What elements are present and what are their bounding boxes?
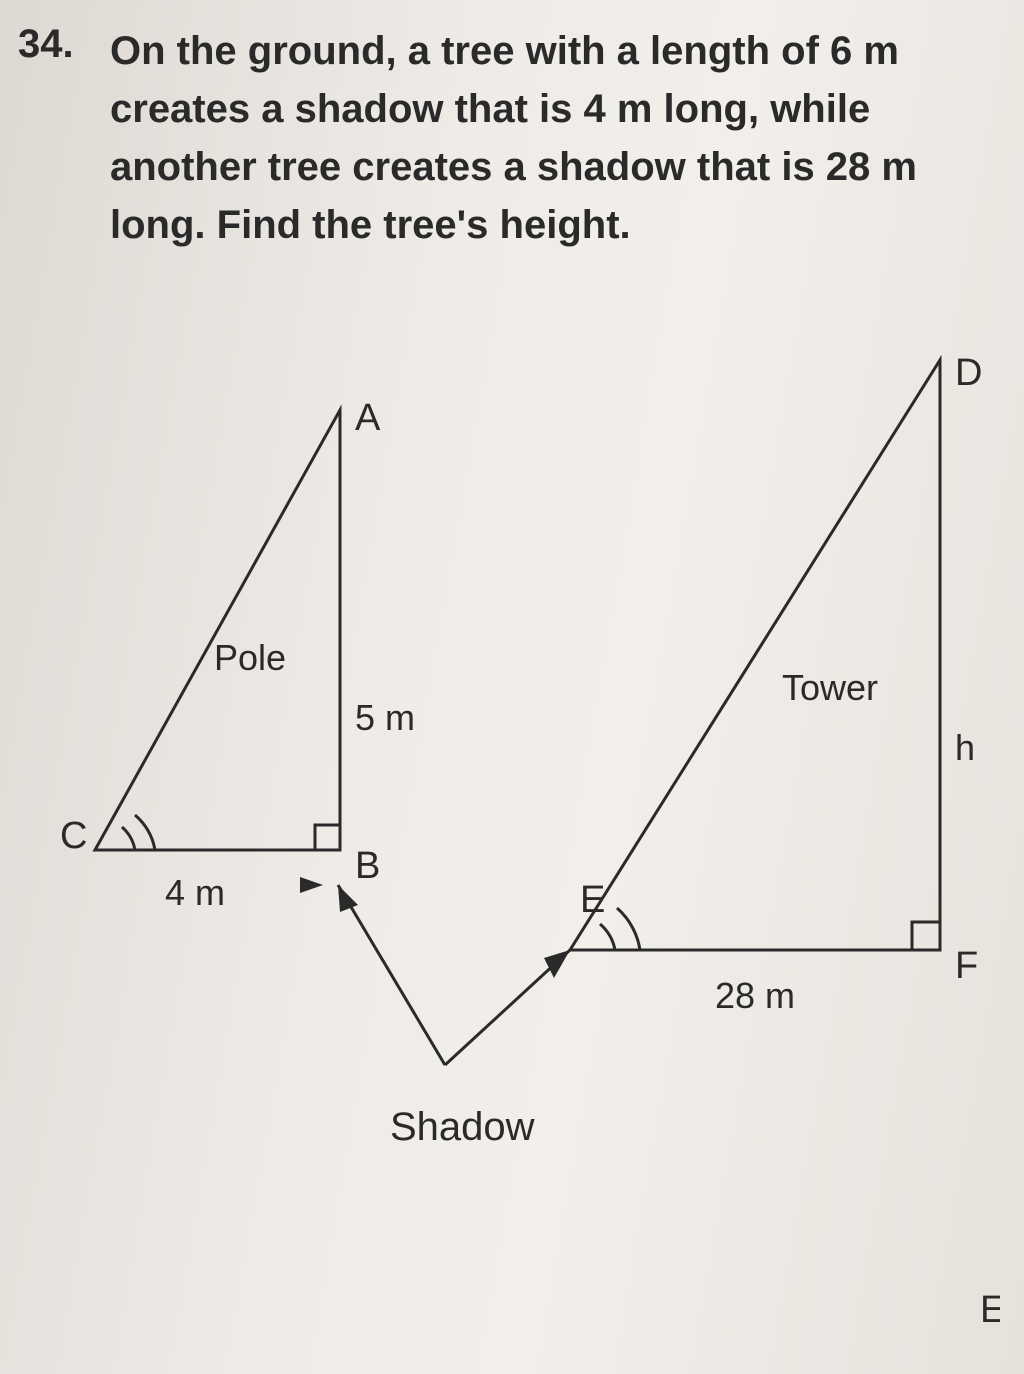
pole-height-value: 5 m [355,697,415,738]
tower-label: Tower [782,667,878,708]
arrowhead-icon [544,950,570,978]
question-line-3: another tree creates a shadow that is 28… [110,145,917,189]
vertex-e-label: E [580,879,605,921]
shadow-connector: Shadow [338,885,570,1149]
arrowhead-icon [338,885,358,912]
pole-base-value: 4 m [165,872,225,913]
side-letter-e: E [980,1289,1000,1331]
question-text: On the ground, a tree with a length of 6… [110,22,1000,254]
diagram-svg: A B C Pole 5 m 4 m D F E Tower h 28 m [40,330,1000,1340]
pole-label: Pole [214,637,286,678]
tower-base-value: 28 m [715,975,795,1016]
triangle-tower: D F E Tower h 28 m [570,352,982,1016]
question-line-1: On the ground, a tree with a length of 6… [110,29,899,73]
question-number: 34. [18,22,74,67]
vertex-d-label: D [955,352,982,394]
question-line-4: long. Find the tree's height. [110,203,631,247]
tower-height-value: h [955,727,975,768]
vertex-a-label: A [355,397,381,439]
arrowhead-icon [300,877,323,893]
shadow-label: Shadow [390,1105,535,1149]
page: 34. On the ground, a tree with a length … [0,0,1024,1374]
question-line-2: creates a shadow that is 4 m long, while [110,87,870,131]
triangle-pole: A B C Pole 5 m 4 m [60,397,415,913]
vertex-b-label: B [355,845,380,887]
vertex-f-label: F [955,945,978,987]
vertex-c-label: C [60,815,87,857]
